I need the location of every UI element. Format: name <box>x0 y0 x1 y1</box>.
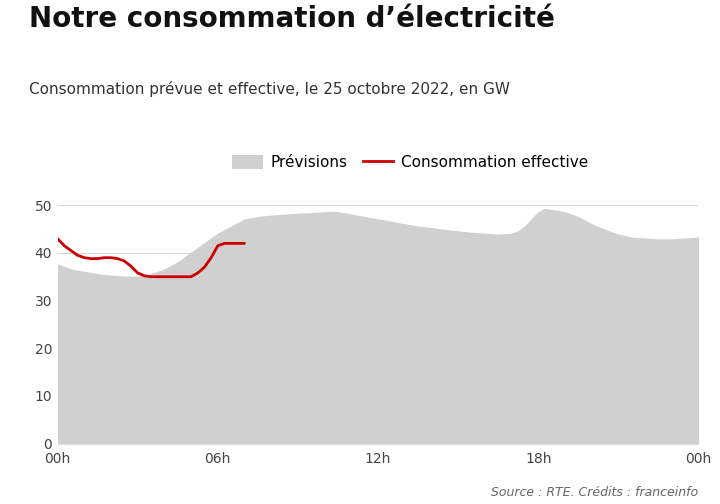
Text: Notre consommation d’électricité: Notre consommation d’électricité <box>29 5 554 33</box>
Text: Consommation prévue et effective, le 25 octobre 2022, en GW: Consommation prévue et effective, le 25 … <box>29 81 510 97</box>
Legend: Prévisions, Consommation effective: Prévisions, Consommation effective <box>226 149 595 176</box>
Text: Source : RTE. Crédits : franceinfo: Source : RTE. Crédits : franceinfo <box>491 486 698 499</box>
